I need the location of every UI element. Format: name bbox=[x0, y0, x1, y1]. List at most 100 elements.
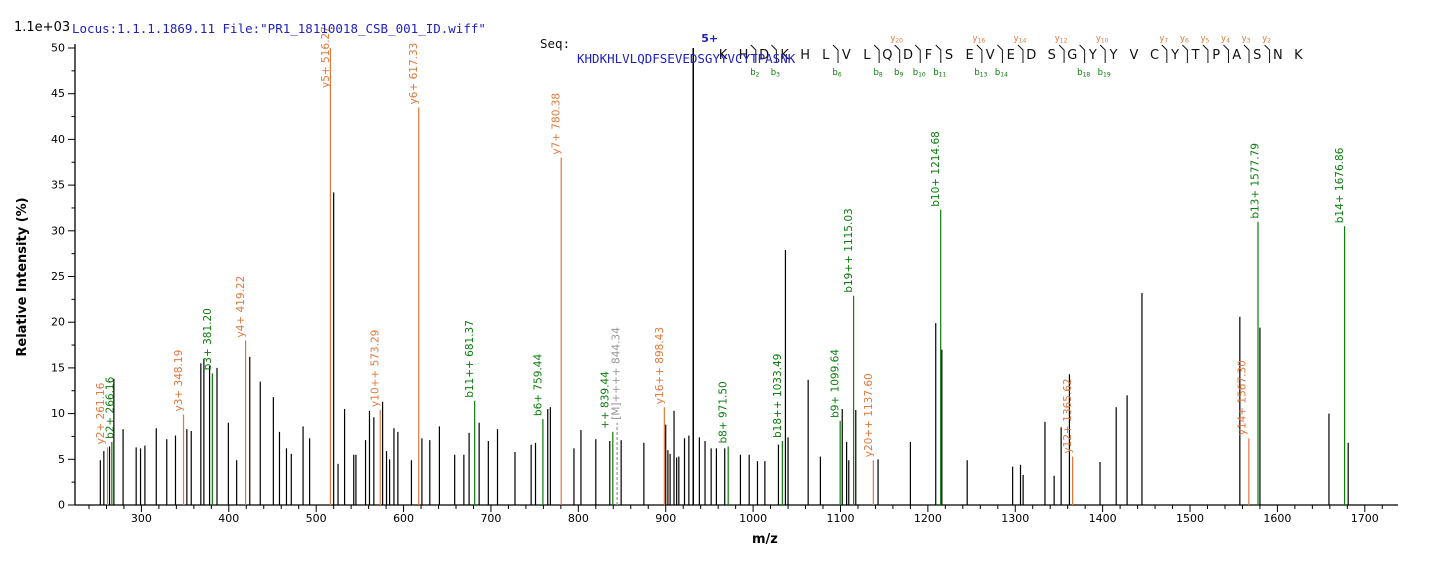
sequence-residue: N bbox=[1273, 48, 1283, 63]
peak-label: y4+ 419.22 bbox=[235, 276, 247, 338]
peak-label: b18++ 1033.49 bbox=[772, 354, 784, 438]
peak-label: b3+ 381.20 bbox=[202, 308, 214, 370]
y-tick-label: 10 bbox=[51, 407, 65, 420]
sequence-residue: F bbox=[925, 48, 932, 63]
b-ion-label: b10 bbox=[913, 68, 926, 79]
peak-label: b2+ 266.16 bbox=[104, 376, 116, 439]
peaks bbox=[99, 48, 1349, 505]
precursor-charge-label: 5+ bbox=[701, 32, 718, 45]
sequence-residue: E bbox=[965, 48, 973, 63]
y-ion-label: y14 bbox=[1014, 34, 1027, 45]
cleavage-mark bbox=[771, 44, 777, 63]
seq-label: Seq: bbox=[540, 36, 571, 51]
cleavage-mark bbox=[1161, 44, 1168, 63]
peak-label: y10++ 573.29 bbox=[370, 330, 382, 407]
cleavage-mark bbox=[914, 44, 921, 63]
sequence-residue: L bbox=[863, 48, 871, 63]
y-ion-label: y10 bbox=[1096, 34, 1109, 45]
b-ion-label: b2 bbox=[750, 68, 759, 79]
y-tick-label: 45 bbox=[51, 87, 65, 100]
axes: 300 400 500 600 700 800 900 1000 1100 1200 1300 140… bbox=[51, 42, 1398, 525]
y-tick-label: 20 bbox=[51, 316, 65, 329]
peak-label: b11++ 681.37 bbox=[464, 320, 476, 398]
sequence-residue: C bbox=[1150, 48, 1159, 63]
sequence-residue: S bbox=[945, 48, 953, 63]
cleavage-mark bbox=[997, 44, 1003, 63]
peak-label: b8+ 971.50 bbox=[718, 381, 730, 443]
sequence-residue: T bbox=[1191, 48, 1200, 63]
y-tick-label: 50 bbox=[51, 42, 65, 55]
y-ion-label: y12 bbox=[1055, 34, 1068, 45]
x-tick-label: 1600 bbox=[1263, 512, 1291, 525]
peak-label: y5+ 516.27 bbox=[320, 26, 332, 88]
peak-label: y6+ 617.33 bbox=[408, 43, 420, 105]
peak-label: y20++ 1137.60 bbox=[863, 373, 875, 457]
cleavage-mark bbox=[976, 44, 983, 63]
y-ion-label: y3 bbox=[1242, 34, 1251, 45]
y-ion-label: y16 bbox=[973, 34, 986, 45]
x-tick-label: 1700 bbox=[1351, 512, 1379, 525]
x-tick-label: 300 bbox=[131, 512, 152, 525]
b-ion-label: b18 bbox=[1077, 68, 1090, 79]
x-tick-label: 1500 bbox=[1176, 512, 1204, 525]
sequence-residue: D bbox=[759, 48, 769, 63]
cleavage-mark bbox=[750, 44, 757, 63]
peak-label: y2+ 261.16 bbox=[95, 382, 107, 444]
x-tick-label: 1100 bbox=[826, 512, 854, 525]
peak-label: b14+ 1676.86 bbox=[1334, 147, 1346, 223]
x-tick-label: 900 bbox=[655, 512, 676, 525]
sequence-residue: Y bbox=[1088, 48, 1097, 63]
sequence-residue: L bbox=[822, 48, 830, 63]
sequence-residue: D bbox=[903, 48, 913, 63]
cleavage-mark bbox=[1017, 44, 1024, 63]
peak-label: [M]++++ 844.34 bbox=[611, 327, 623, 420]
cleavage-mark bbox=[1243, 44, 1250, 63]
cleavage-mark bbox=[1099, 44, 1106, 63]
cleavage-mark bbox=[894, 44, 901, 63]
b-ion-label: b11 bbox=[933, 68, 946, 79]
x-tick-label: 1000 bbox=[739, 512, 767, 525]
sequence-residue: G bbox=[1067, 48, 1077, 63]
y-tick-label: 5 bbox=[58, 453, 65, 466]
y-tick-label: 30 bbox=[51, 224, 65, 237]
peak-label: b6+ 759.44 bbox=[532, 354, 544, 417]
b-ion-label: b14 bbox=[995, 68, 1008, 79]
x-tick-label: 1200 bbox=[914, 512, 942, 525]
sequence-residue: S bbox=[1048, 48, 1056, 63]
sequence-residue: S bbox=[1253, 48, 1261, 63]
sequence-residue: V bbox=[986, 48, 995, 63]
sequence-residue: V bbox=[1130, 48, 1139, 63]
sequence-residue: D bbox=[1026, 48, 1036, 63]
sequence-residue: Q bbox=[882, 48, 892, 63]
peak-label: b19++ 1115.03 bbox=[843, 208, 855, 292]
sequence-residue: E bbox=[1007, 48, 1015, 63]
x-tick-label: 1300 bbox=[1001, 512, 1029, 525]
sequence-residue: P bbox=[1212, 48, 1220, 63]
y-ion-label: y4 bbox=[1221, 34, 1230, 45]
sequence-residue: H bbox=[800, 48, 810, 63]
sequence-residue: K bbox=[719, 48, 728, 63]
y-axis-label: Relative Intensity (%) bbox=[15, 197, 30, 356]
x-tick-label: 1400 bbox=[1089, 512, 1117, 525]
b-ion-label: b3 bbox=[771, 68, 780, 79]
x-tick-label: 500 bbox=[306, 512, 327, 525]
cleavage-mark bbox=[1202, 44, 1209, 63]
peak-label: b13+ 1577.79 bbox=[1250, 143, 1262, 219]
peak-label: b9+ 1099.64 bbox=[830, 349, 842, 418]
y-ion-label: y5 bbox=[1200, 34, 1209, 45]
peak-label: b10+ 1214.68 bbox=[930, 131, 942, 207]
peak-label: y3+ 348.19 bbox=[173, 350, 185, 412]
peak-label: y16++ 898.43 bbox=[654, 327, 666, 404]
x-tick-label: 400 bbox=[218, 512, 239, 525]
y-tick-label: 15 bbox=[51, 361, 65, 374]
y-ion-label: y6 bbox=[1180, 34, 1189, 45]
peak-label: y7+ 780.38 bbox=[551, 93, 563, 155]
cleavage-mark bbox=[873, 44, 880, 63]
cleavage-mark bbox=[935, 44, 942, 63]
sequence-residue: K bbox=[1294, 48, 1303, 63]
y-ion-label: y2 bbox=[1262, 34, 1271, 45]
y-ion-label: y20 bbox=[890, 34, 903, 45]
b-ion-label: b8 bbox=[874, 68, 883, 79]
